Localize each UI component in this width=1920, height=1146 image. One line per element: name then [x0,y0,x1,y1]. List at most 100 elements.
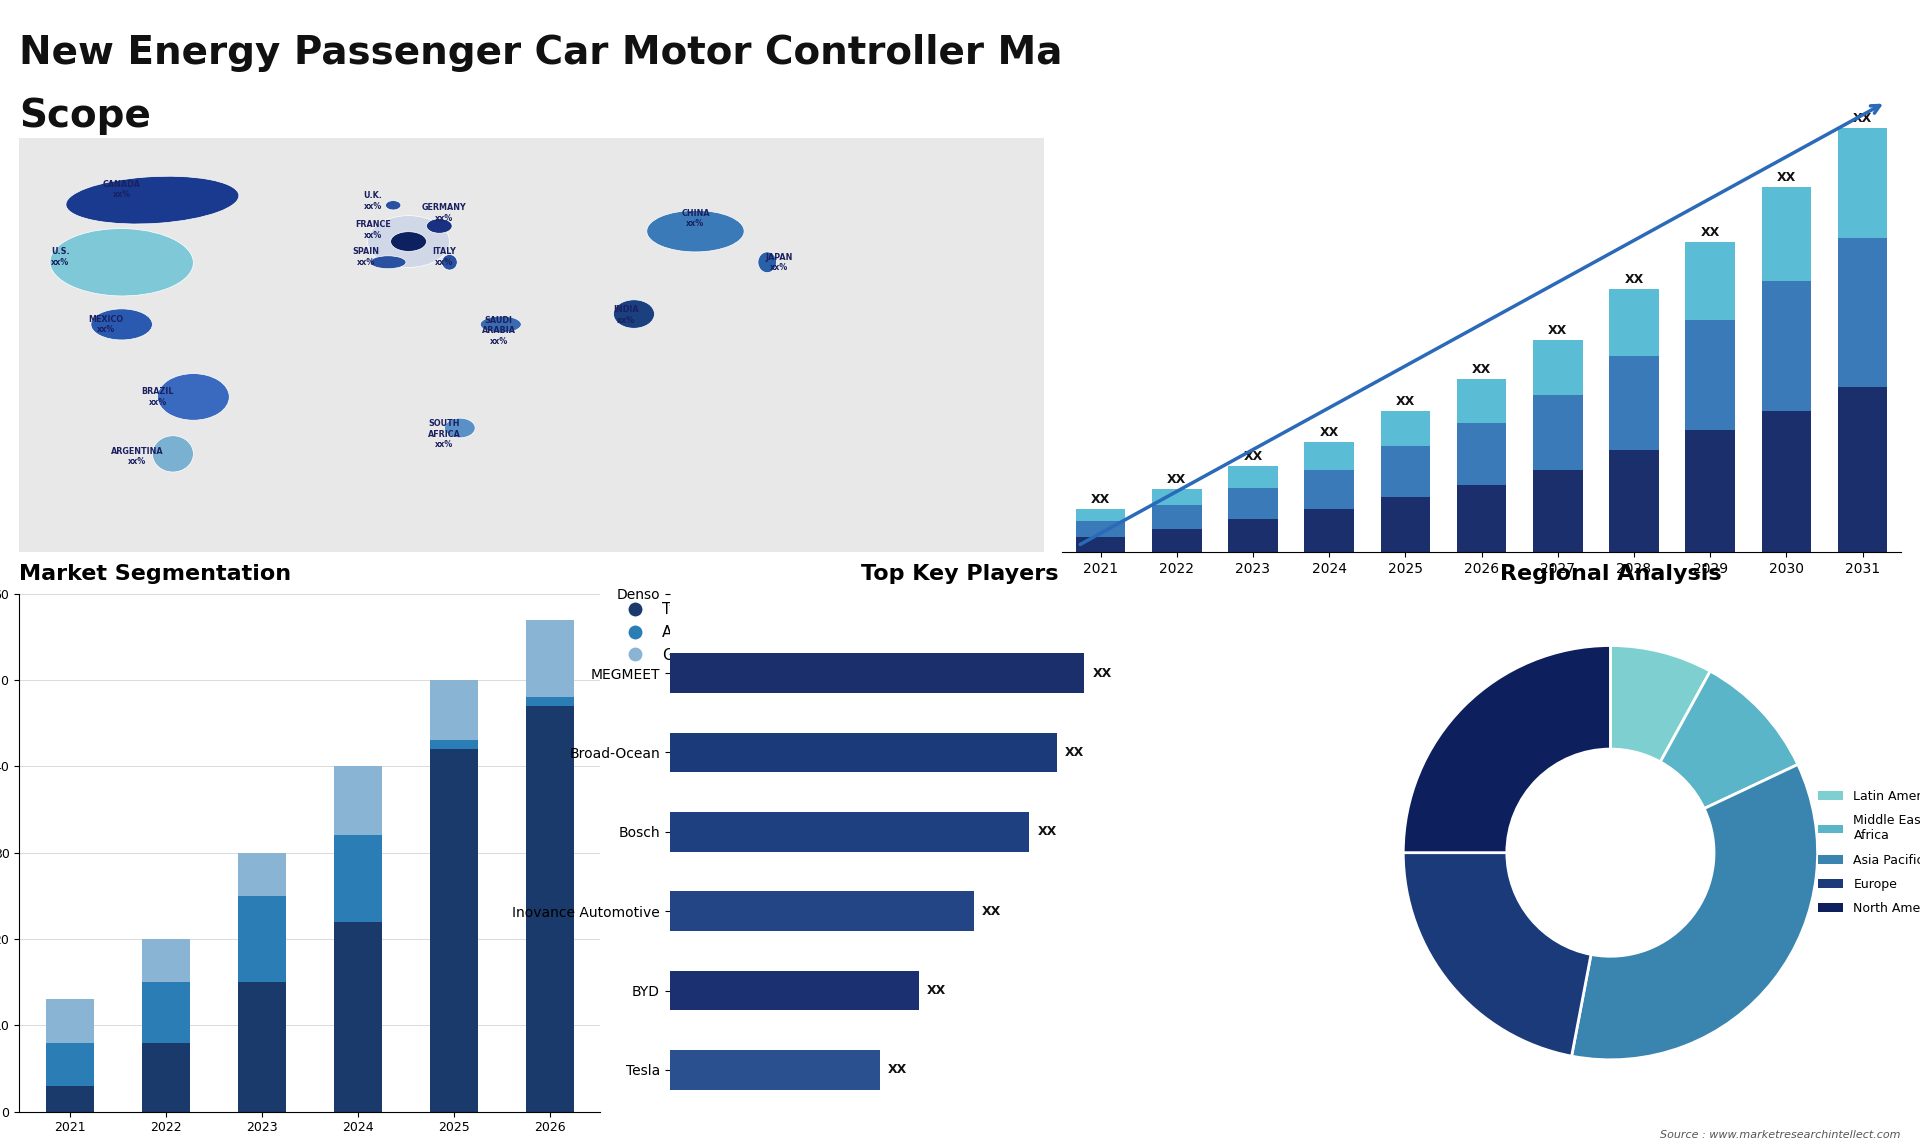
Bar [1380,410,1430,446]
Text: XX: XX [889,1063,908,1076]
Bar [1532,395,1582,470]
Legend: Type, Application, Geography: Type, Application, Geography [612,596,755,668]
Text: CANADA
xx%: CANADA xx% [102,180,140,199]
Text: U.K.
xx%: U.K. xx% [363,191,382,211]
Bar [526,620,574,697]
Text: INDIA
xx%: INDIA xx% [612,305,639,324]
Bar [334,767,382,835]
Bar [670,732,1056,772]
Bar [1837,387,1887,552]
Bar [526,697,574,706]
Ellipse shape [480,316,520,332]
Bar [430,740,478,749]
Bar [1686,242,1736,321]
Ellipse shape [65,176,238,223]
Ellipse shape [50,228,194,296]
Text: XX: XX [927,984,947,997]
Text: ARGENTINA
xx%: ARGENTINA xx% [111,447,163,466]
Bar [1152,505,1202,528]
Bar [670,653,1085,693]
Bar [1229,465,1279,488]
Bar [334,921,382,1112]
Bar [1152,528,1202,552]
Bar [1304,442,1354,470]
Bar [1609,289,1659,355]
Bar [1152,489,1202,505]
Bar [1457,423,1507,486]
Ellipse shape [614,300,655,328]
Text: ITALY
xx%: ITALY xx% [432,248,457,267]
Wedge shape [1404,645,1611,853]
Title: Regional Analysis: Regional Analysis [1500,564,1720,583]
Bar [142,1043,190,1112]
FancyBboxPatch shape [19,138,1044,552]
Bar [1837,238,1887,387]
Bar [670,1050,879,1090]
Text: XX: XX [1244,449,1263,463]
Ellipse shape [758,252,776,273]
Text: XX: XX [1091,493,1110,505]
Text: XX: XX [1701,226,1720,238]
Bar [238,982,286,1112]
Bar [1075,536,1125,552]
Bar [1075,520,1125,536]
Ellipse shape [157,374,228,421]
Bar [1532,470,1582,552]
Bar [1609,355,1659,450]
Text: JAPAN
xx%: JAPAN xx% [766,252,793,272]
Text: XX: XX [1396,394,1415,408]
Bar [238,896,286,982]
Bar [526,706,574,1112]
Bar [1380,446,1430,497]
Bar [238,853,286,896]
Ellipse shape [444,418,474,438]
Text: XX: XX [1092,667,1112,680]
Bar [1304,470,1354,509]
Text: XX: XX [1624,273,1644,285]
Text: Market Segmentation: Market Segmentation [19,564,292,583]
Bar [1763,281,1811,410]
Ellipse shape [152,435,194,472]
Text: SOUTH
AFRICA
xx%: SOUTH AFRICA xx% [428,419,461,449]
Bar [670,813,1029,851]
Bar [1609,450,1659,552]
Text: XX: XX [1776,171,1795,183]
Bar [1686,431,1736,552]
Ellipse shape [90,309,152,340]
Bar [1304,509,1354,552]
Text: XX: XX [1473,363,1492,376]
Text: XX: XX [1548,324,1567,337]
Text: MEXICO
xx%: MEXICO xx% [88,315,125,335]
Text: GERMANY
xx%: GERMANY xx% [422,203,467,222]
Ellipse shape [367,215,449,267]
Bar [1763,187,1811,281]
Bar [670,892,973,931]
Wedge shape [1661,672,1797,809]
Bar [46,1085,94,1112]
Ellipse shape [386,201,401,210]
Text: U.S.
xx%: U.S. xx% [50,248,69,267]
Text: XX: XX [983,904,1002,918]
Text: XX: XX [1167,473,1187,486]
Bar [46,999,94,1043]
Bar [142,939,190,982]
Text: SAUDI
ARABIA
xx%: SAUDI ARABIA xx% [482,315,516,346]
Text: XX: XX [1066,746,1085,759]
Text: SPAIN
xx%: SPAIN xx% [351,248,378,267]
Bar [46,1043,94,1085]
Bar [1457,379,1507,423]
Ellipse shape [442,254,457,270]
Bar [1532,340,1582,395]
Text: Source : www.marketresearchintellect.com: Source : www.marketresearchintellect.com [1661,1130,1901,1140]
Title: Top Key Players: Top Key Players [862,564,1058,583]
Bar [1837,127,1887,238]
Ellipse shape [426,219,451,234]
Bar [1457,486,1507,552]
Wedge shape [1404,853,1592,1057]
Text: CHINA
xx%: CHINA xx% [682,209,710,228]
Text: FRANCE
xx%: FRANCE xx% [355,220,390,240]
Text: BRAZIL
xx%: BRAZIL xx% [142,387,175,407]
Bar [334,835,382,921]
Text: XX: XX [1037,825,1056,839]
Legend: Latin America, Middle East &
Africa, Asia Pacific, Europe, North America: Latin America, Middle East & Africa, Asi… [1814,785,1920,920]
